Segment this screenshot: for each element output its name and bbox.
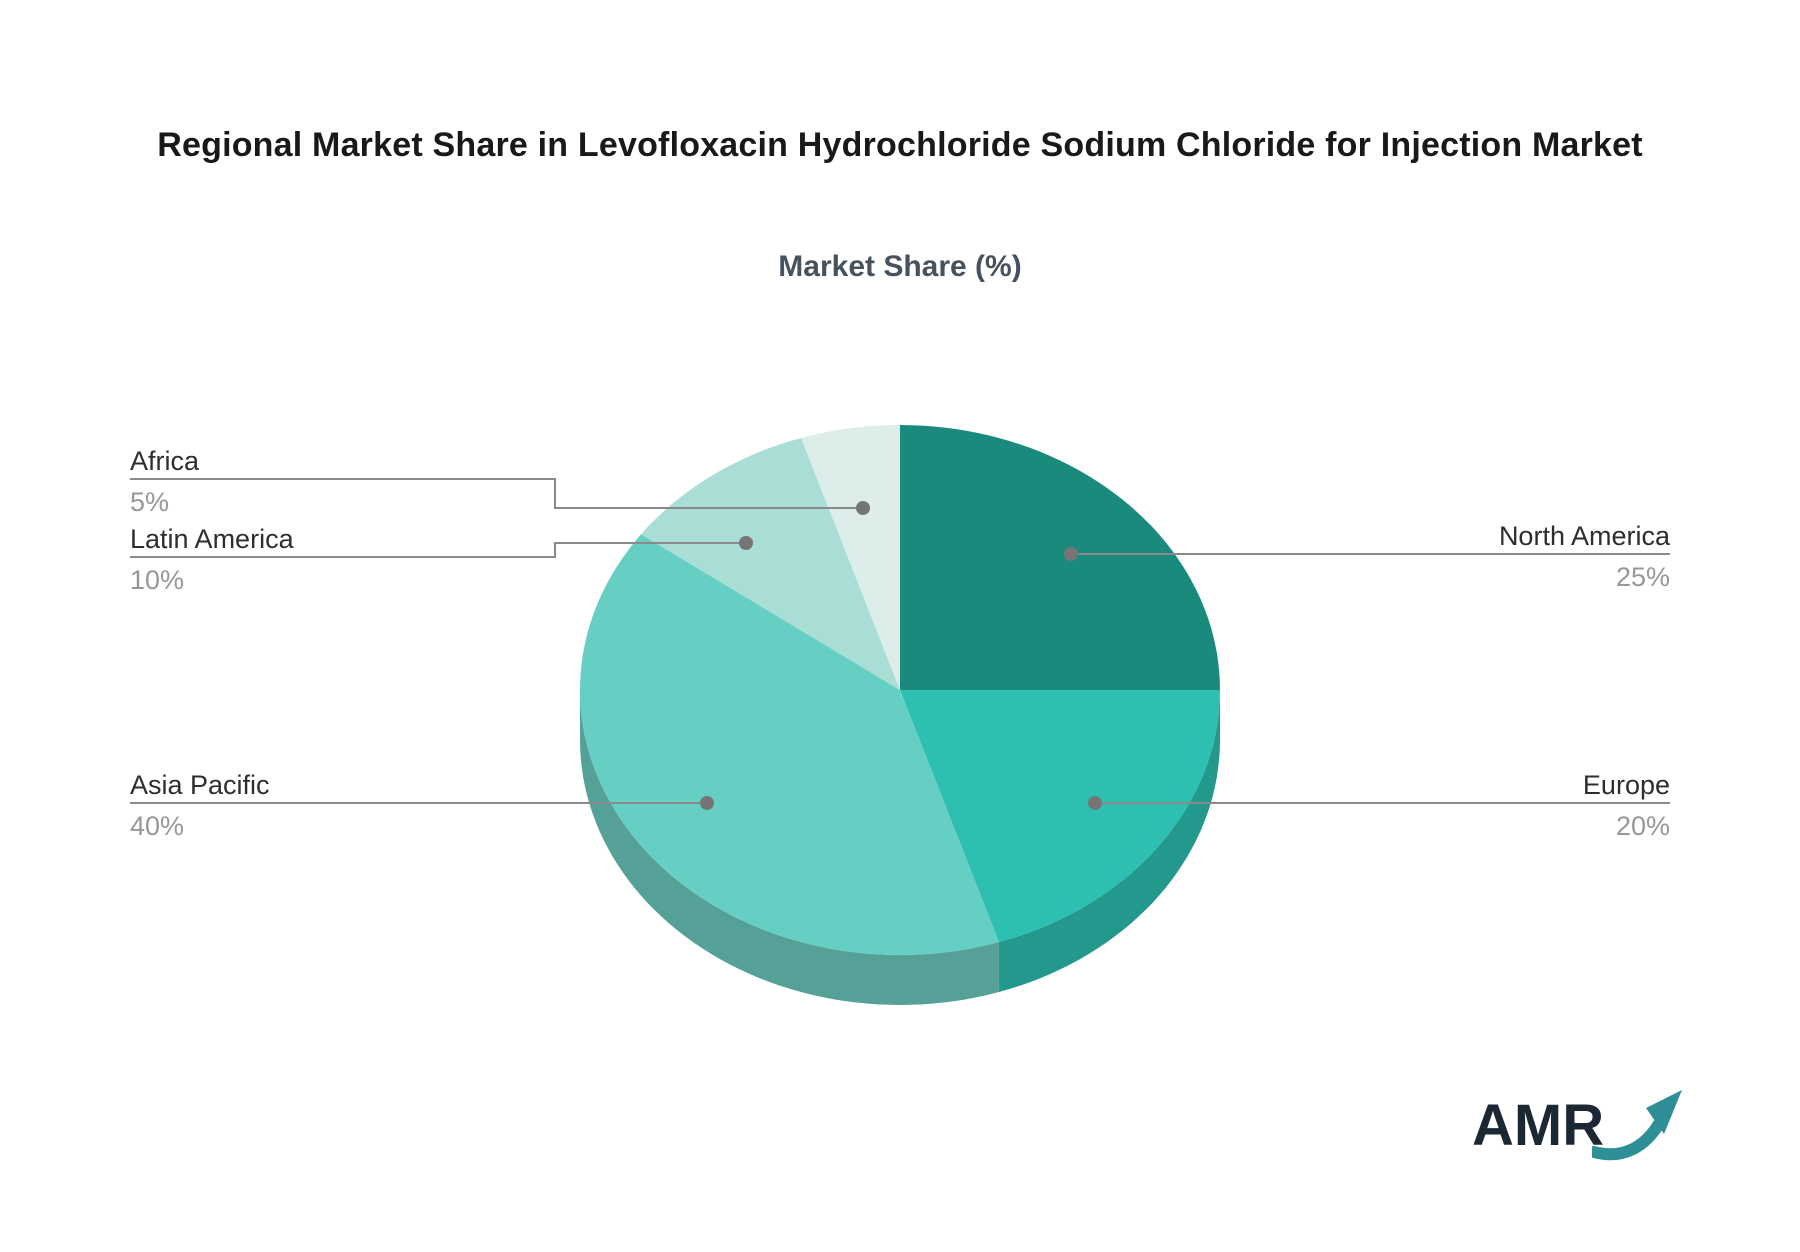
callout-label-latin-america: Latin America: [130, 524, 294, 554]
callout-line-latin-america: [130, 542, 746, 558]
callout-label-europe: Europe: [1582, 770, 1670, 800]
callout-value-europe: 20%: [1615, 811, 1670, 841]
pie-slice-europe[interactable]: [900, 690, 1220, 942]
pie-slice-north-america[interactable]: [900, 425, 1220, 690]
callout-dot-latin-america: [739, 536, 753, 550]
callout-dot-asia-pacific: [700, 796, 714, 810]
callout-line-africa: [130, 478, 863, 509]
growth-arrow-icon: [1592, 1090, 1682, 1161]
chart-subtitle: Market Share (%): [778, 250, 1022, 283]
callout-label-asia-pacific: Asia Pacific: [130, 770, 270, 800]
pie-slice-africa[interactable]: [801, 425, 900, 690]
pie-slice-side-europe: [998, 690, 1220, 992]
amr-logo: AMR: [1472, 1082, 1702, 1172]
pie-slice-latin-america[interactable]: [641, 438, 900, 690]
amr-logo-text: AMR: [1472, 1093, 1605, 1158]
callout-value-africa: 5%: [130, 487, 170, 517]
pie-slice-side-asia-pacific: [580, 690, 999, 1005]
chart-title: Regional Market Share in Levofloxacin Hy…: [157, 126, 1643, 164]
callout-value-north-america: 25%: [1615, 562, 1670, 592]
callout-label-africa: Africa: [130, 446, 200, 476]
callout-value-asia-pacific: 40%: [130, 811, 185, 841]
callout-dot-north-america: [1064, 547, 1078, 561]
callout-value-latin-america: 10%: [130, 565, 185, 595]
callout-label-north-america: North America: [1498, 521, 1670, 551]
callout-dot-europe: [1088, 796, 1102, 810]
pie-slice-asia-pacific[interactable]: [580, 534, 999, 955]
callout-dot-africa: [856, 501, 870, 515]
